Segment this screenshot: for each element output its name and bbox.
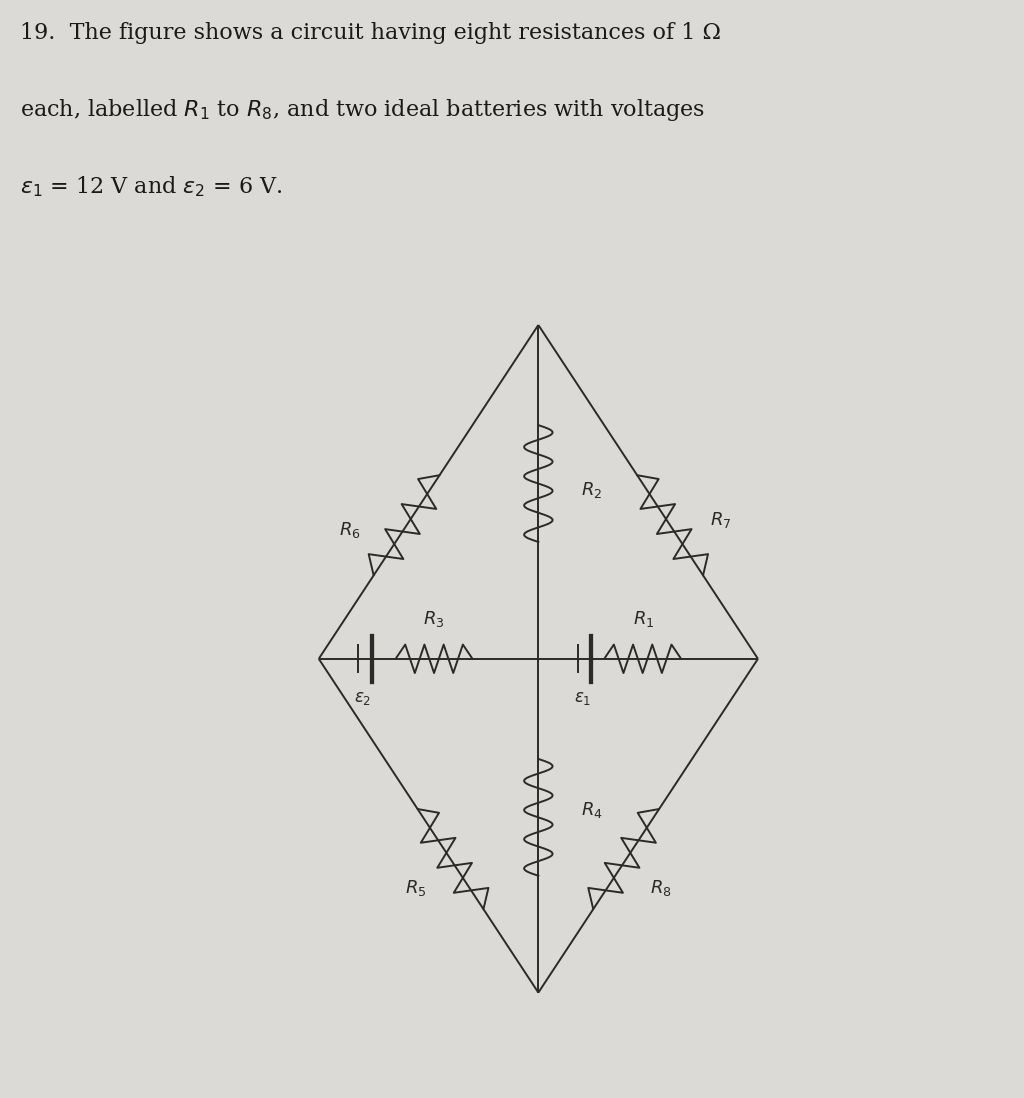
Text: 19.  The figure shows a circuit having eight resistances of 1 Ω: 19. The figure shows a circuit having ei… [20,22,722,44]
Text: $R_5$: $R_5$ [404,877,426,898]
Text: $R_1$: $R_1$ [633,609,654,629]
Text: $R_4$: $R_4$ [581,800,602,820]
Text: $\varepsilon_1$: $\varepsilon_1$ [573,690,591,707]
Text: $R_6$: $R_6$ [339,520,360,540]
Text: $R_3$: $R_3$ [423,609,444,629]
Text: each, labelled $R_1$ to $R_8$, and two ideal batteries with voltages: each, labelled $R_1$ to $R_8$, and two i… [20,97,706,123]
Text: $\varepsilon_2$: $\varepsilon_2$ [354,690,372,707]
Text: $R_7$: $R_7$ [710,509,731,530]
Text: $R_8$: $R_8$ [650,877,672,898]
Text: $\varepsilon_1$ = 12 V and $\varepsilon_2$ = 6 V.: $\varepsilon_1$ = 12 V and $\varepsilon_… [20,175,283,199]
Text: $R_2$: $R_2$ [581,480,602,500]
